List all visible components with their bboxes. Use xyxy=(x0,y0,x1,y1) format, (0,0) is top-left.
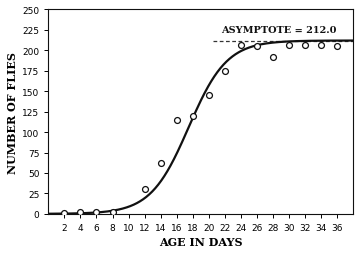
X-axis label: AGE IN DAYS: AGE IN DAYS xyxy=(159,236,243,247)
Point xyxy=(190,114,195,118)
Point xyxy=(270,56,276,60)
Point xyxy=(77,210,83,214)
Point xyxy=(302,43,308,47)
Point xyxy=(286,43,292,47)
Point xyxy=(238,43,244,47)
Point xyxy=(254,45,260,49)
Point xyxy=(222,69,228,73)
Point xyxy=(206,94,212,98)
Point xyxy=(174,118,180,122)
Point xyxy=(334,45,340,49)
Point xyxy=(318,43,324,47)
Point xyxy=(94,210,99,214)
Point xyxy=(158,162,163,166)
Point xyxy=(142,187,148,192)
Y-axis label: NUMBER OF FLIES: NUMBER OF FLIES xyxy=(7,52,18,173)
Point xyxy=(62,211,67,215)
Point xyxy=(110,210,116,214)
Text: ASYMPTOTE = 212.0: ASYMPTOTE = 212.0 xyxy=(221,26,336,35)
